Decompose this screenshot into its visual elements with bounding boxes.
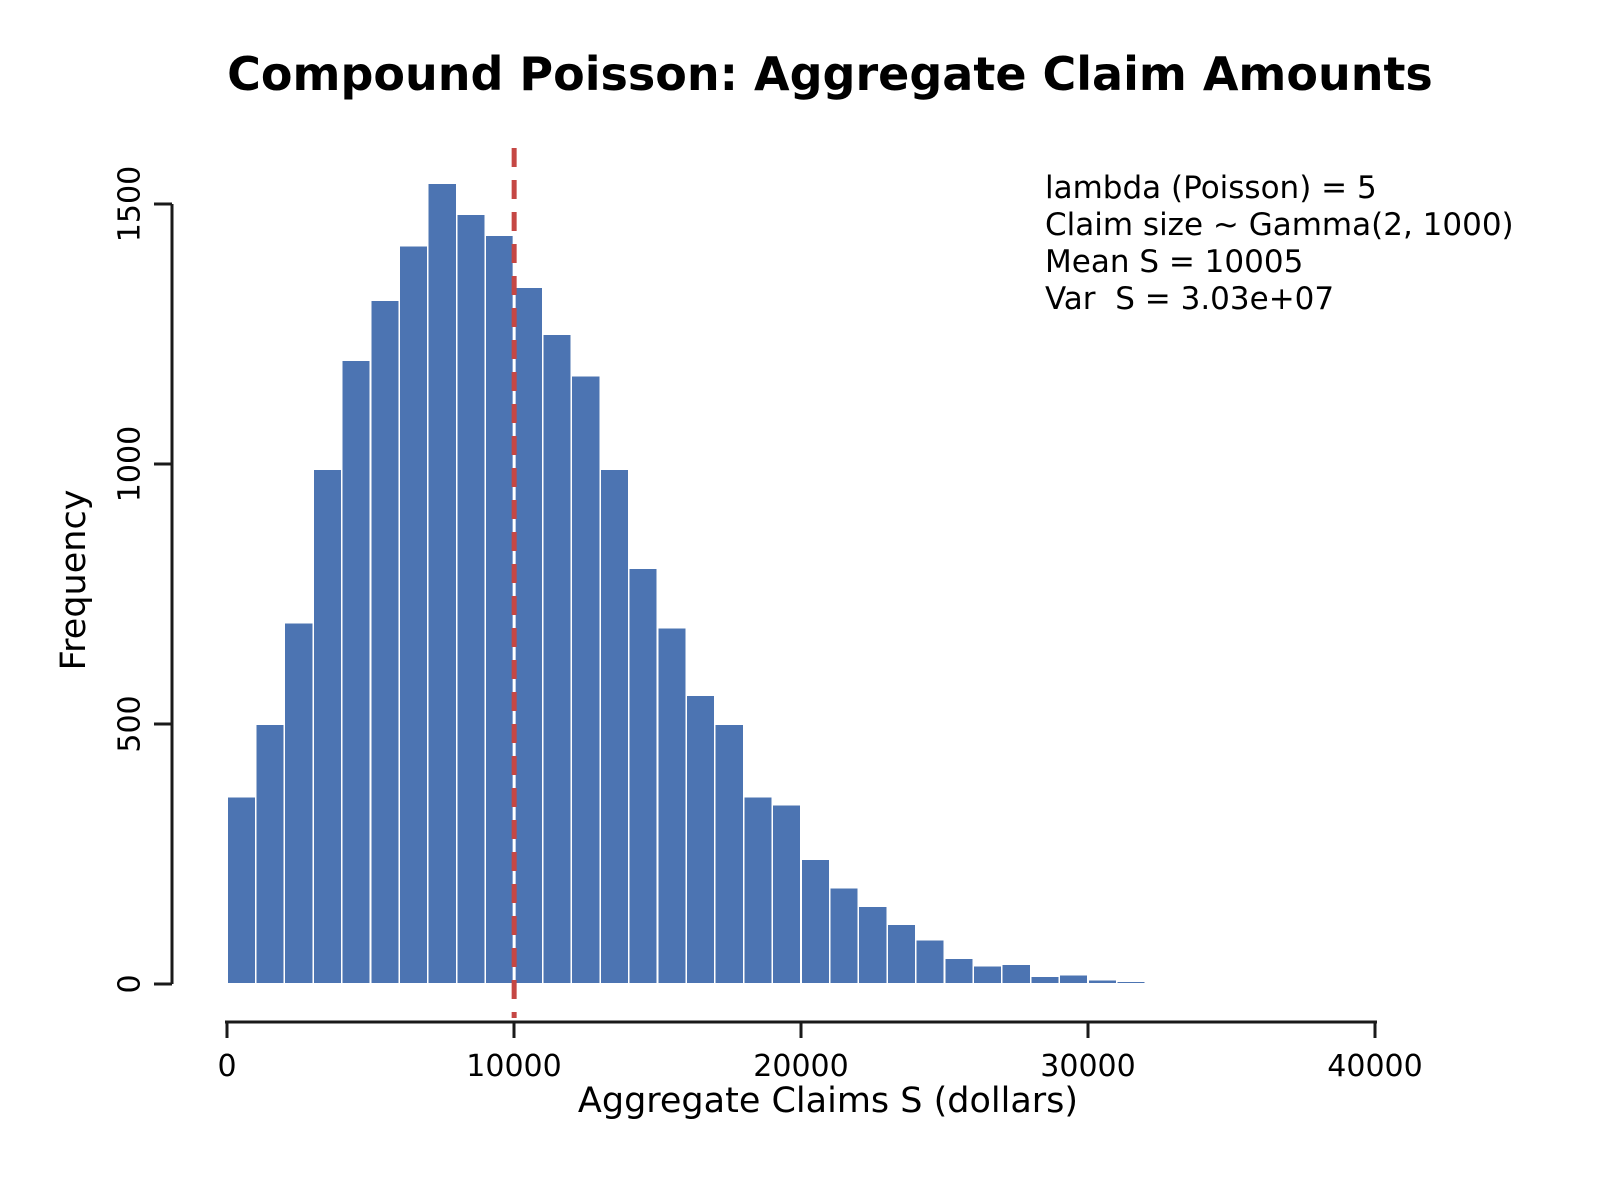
histogram-bar — [369, 299, 401, 985]
histogram-bar — [656, 626, 688, 985]
histogram-bar — [627, 567, 659, 985]
histogram-bar — [1144, 982, 1175, 985]
histogram-bar — [1087, 978, 1118, 985]
annotation-line-mean: Mean S = 10005 — [1045, 244, 1303, 280]
histogram-bar — [886, 923, 917, 985]
histogram-bar — [1115, 980, 1147, 985]
x-tick-label: 30000 — [1040, 1049, 1135, 1084]
histogram-bar — [1173, 982, 1204, 985]
histogram-bar — [254, 723, 286, 985]
x-axis-label: Aggregate Claims S (dollars) — [578, 1081, 1078, 1121]
y-tick-label: 0 — [113, 974, 148, 993]
histogram-bar — [943, 957, 975, 985]
histogram-bar — [340, 359, 372, 985]
histogram-bar — [714, 723, 745, 985]
histogram-bar — [771, 803, 802, 985]
x-tick-label: 0 — [217, 1049, 236, 1084]
x-tick-label: 40000 — [1327, 1049, 1422, 1084]
y-tick-label: 1500 — [113, 166, 148, 242]
histogram-bar — [541, 333, 573, 985]
histogram-bar — [570, 374, 601, 985]
histogram-bar — [972, 964, 1003, 985]
histogram-bar — [914, 938, 946, 985]
annotation-block: lambda (Poisson) = 5 Claim size ~ Gamma(… — [1045, 170, 1514, 317]
histogram-bar — [857, 905, 888, 985]
histogram-bar — [484, 234, 515, 985]
histogram-bar — [685, 694, 716, 985]
histogram-bar — [1029, 975, 1061, 985]
axes — [154, 202, 1377, 1038]
histogram-bar — [226, 795, 257, 985]
histogram-bar — [599, 468, 630, 985]
chart-title: Compound Poisson: Aggregate Claim Amount… — [227, 47, 1433, 101]
annotation-line-lambda: lambda (Poisson) = 5 — [1045, 170, 1377, 206]
histogram-bar — [312, 468, 343, 985]
histogram-bar — [283, 621, 314, 985]
histogram-bar — [742, 795, 774, 985]
histogram-bar — [1202, 982, 1233, 985]
histogram-bar — [455, 213, 487, 985]
histogram-bar — [427, 182, 458, 985]
y-tick-label: 500 — [113, 695, 148, 752]
histogram-bar — [800, 858, 831, 985]
tick-labels: 0 500 1000 1500 0 10000 20000 30000 40000 — [113, 166, 1423, 1084]
histogram-bar — [1058, 973, 1089, 985]
x-tick-label: 10000 — [466, 1049, 561, 1084]
y-tick-label: 1000 — [113, 426, 148, 502]
histogram-bar — [398, 244, 429, 985]
histogram-bar — [513, 286, 544, 985]
annotation-line-var: Var S = 3.03e+07 — [1045, 281, 1334, 317]
annotation-line-claim-size: Claim size ~ Gamma(2, 1000) — [1045, 207, 1514, 243]
histogram-bar — [1001, 963, 1032, 985]
y-axis-label: Frequency — [54, 490, 94, 671]
histogram-bar — [828, 886, 860, 985]
histogram-bars — [226, 182, 1233, 985]
x-tick-label: 20000 — [753, 1049, 848, 1084]
